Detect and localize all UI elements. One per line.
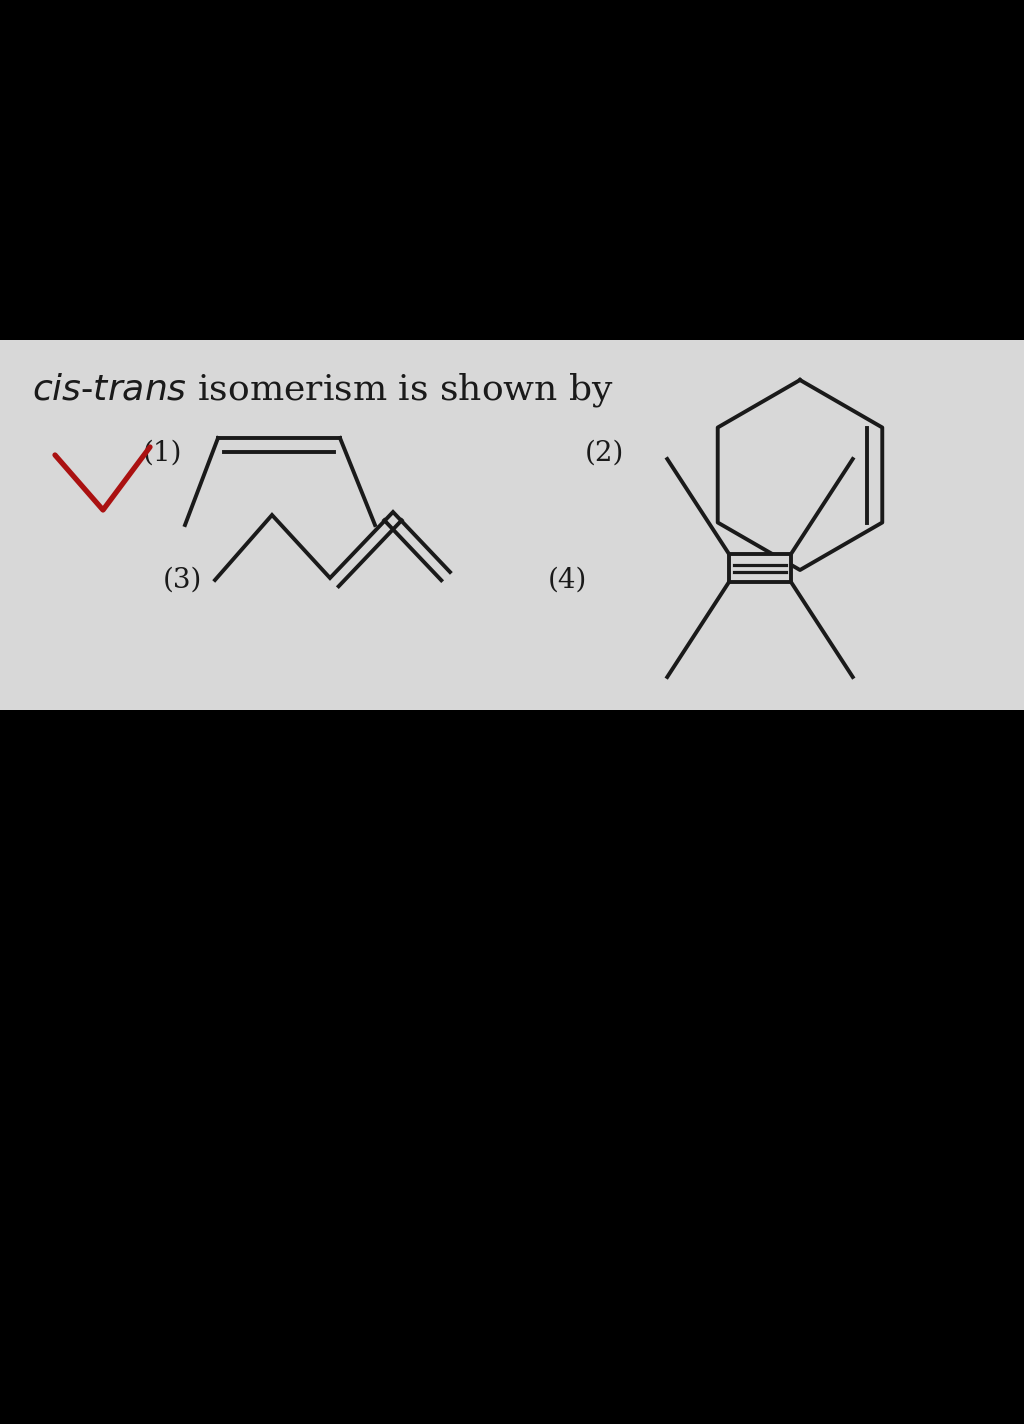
Bar [0, 340, 1024, 711]
Text: (2): (2) [585, 440, 625, 467]
Text: (1): (1) [143, 440, 182, 467]
Text: (3): (3) [163, 567, 203, 594]
Text: (4): (4) [548, 567, 588, 594]
Bar [729, 554, 791, 582]
Text: $\mathit{cis}$-$\mathit{trans}$ isomerism is shown by: $\mathit{cis}$-$\mathit{trans}$ isomeris… [32, 372, 614, 409]
